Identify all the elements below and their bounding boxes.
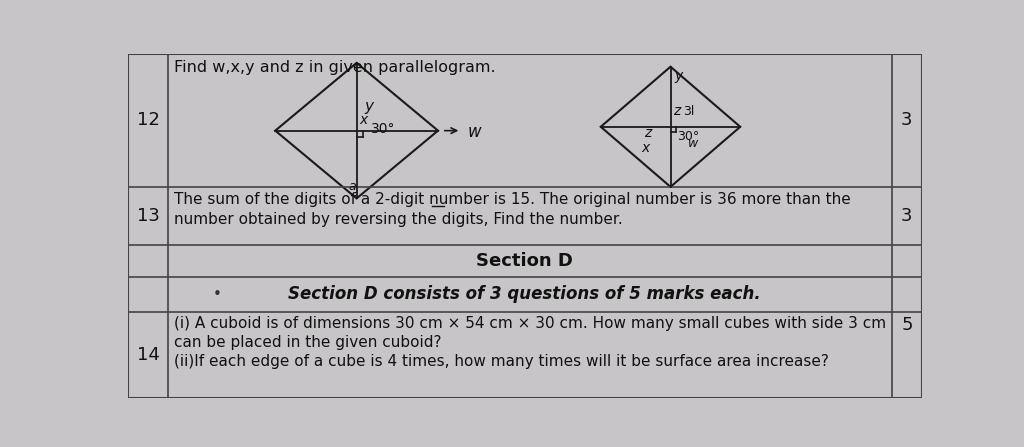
Text: can be placed in the given cuboid?: can be placed in the given cuboid? <box>174 335 442 350</box>
Text: z: z <box>673 105 680 118</box>
Text: 5: 5 <box>901 316 912 334</box>
Text: w: w <box>687 137 697 150</box>
Text: Section D: Section D <box>476 252 573 270</box>
Text: (i) A cuboid is of dimensions 30 cm × 54 cm × 30 cm. How many small cubes with s: (i) A cuboid is of dimensions 30 cm × 54… <box>174 316 887 331</box>
Text: 30°: 30° <box>371 122 395 136</box>
Text: 3: 3 <box>901 111 912 129</box>
Text: The sum of the digits of a 2-digit number is 15. The original number is 36 more : The sum of the digits of a 2-digit numbe… <box>174 192 851 207</box>
Text: 14: 14 <box>137 346 160 364</box>
Text: w: w <box>467 123 481 141</box>
Text: 12: 12 <box>137 111 160 129</box>
Text: •: • <box>213 287 221 302</box>
Text: number obtained by reversing the digits, Find the number.: number obtained by reversing the digits,… <box>174 212 624 227</box>
Text: z: z <box>644 126 651 140</box>
Text: a: a <box>349 180 356 194</box>
Text: y: y <box>365 98 374 114</box>
Text: 3: 3 <box>901 207 912 225</box>
Text: 13: 13 <box>137 207 160 225</box>
Text: x: x <box>359 113 368 127</box>
Text: x: x <box>642 141 650 156</box>
Text: Find w,x,y and z in given parallelogram.: Find w,x,y and z in given parallelogram. <box>174 60 496 75</box>
Text: Section D consists of 3 questions of 5 marks each.: Section D consists of 3 questions of 5 m… <box>289 285 761 303</box>
Text: 3l: 3l <box>683 105 694 118</box>
Text: (ii)If each edge of a cube is 4 times, how many times will it be surface area in: (ii)If each edge of a cube is 4 times, h… <box>174 354 829 369</box>
Text: 30°: 30° <box>677 130 699 143</box>
Text: y: y <box>675 69 683 83</box>
